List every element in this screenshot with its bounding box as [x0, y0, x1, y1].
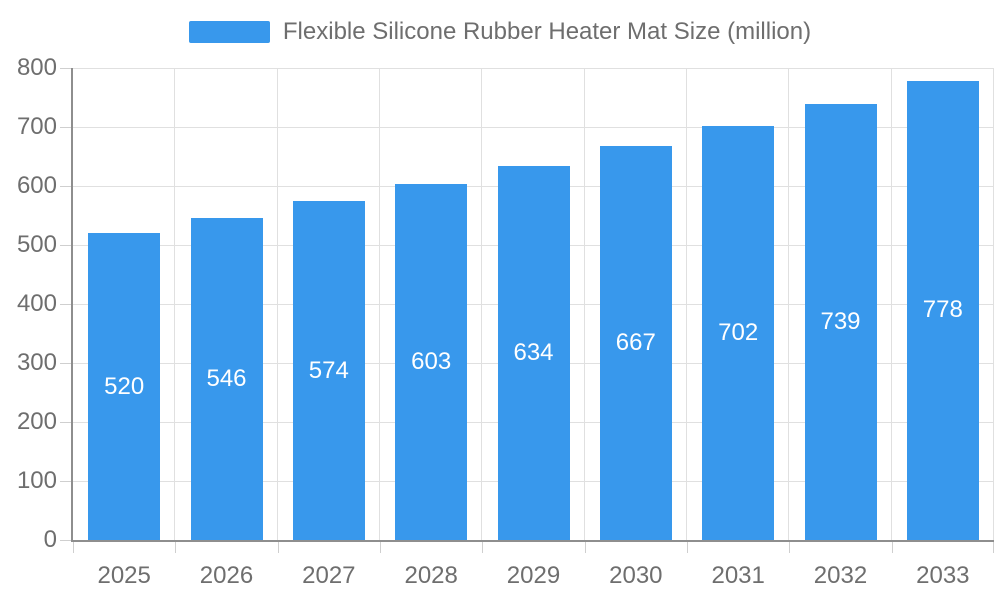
bar-value-label: 778: [922, 296, 963, 324]
x-tick: [482, 542, 484, 553]
y-tick: [60, 186, 72, 187]
bar-2030[interactable]: [599, 146, 672, 540]
bar-2031[interactable]: [702, 125, 775, 540]
y-axis-line: [71, 68, 73, 542]
y-axis-label: 300: [16, 349, 57, 376]
legend[interactable]: Flexible Silicone Rubber Heater Mat Size…: [0, 18, 1000, 46]
y-axis-label: 400: [16, 290, 57, 317]
y-tick: [60, 245, 72, 246]
plot-area: 520 546 574 603 634 667 702 739 778: [73, 68, 994, 540]
y-tick: [60, 422, 72, 423]
bar-2027[interactable]: [292, 201, 365, 540]
x-tick: [277, 542, 279, 553]
x-tick: [687, 542, 688, 553]
y-axis-label: 100: [16, 467, 57, 494]
x-axis-label: 2031: [711, 562, 765, 589]
x-axis-line: [71, 540, 994, 542]
x-tick: [73, 542, 74, 553]
grid-line-v: [481, 68, 483, 540]
x-axis-label: 2028: [404, 562, 458, 589]
y-tick: [60, 304, 72, 305]
bar-2028[interactable]: [395, 184, 468, 540]
x-axis-label: 2032: [813, 562, 868, 589]
grid-line-v: [788, 68, 790, 540]
x-tick: [380, 542, 381, 553]
bar-value-label: 702: [718, 318, 759, 346]
grid-line-v: [686, 68, 687, 540]
y-axis-label: 0: [43, 526, 57, 553]
x-axis-label: 2026: [199, 562, 254, 589]
grid-line-v: [890, 68, 892, 540]
legend-swatch: [188, 21, 270, 43]
x-tick: [584, 542, 586, 553]
x-axis-label: 2029: [506, 562, 561, 589]
bar-value-label: 574: [308, 356, 349, 384]
bar-2026[interactable]: [190, 217, 263, 540]
x-axis-label: 2025: [97, 562, 151, 589]
bar-2033[interactable]: [906, 80, 979, 540]
y-axis-label: 700: [16, 113, 57, 140]
bar-value-label: 603: [411, 348, 452, 376]
grid-line-v: [276, 68, 278, 540]
bar-value-label: 634: [513, 338, 554, 366]
bar-value-label: 739: [820, 307, 861, 335]
y-axis-label: 500: [16, 231, 57, 258]
legend-label: Flexible Silicone Rubber Heater Mat Size…: [282, 18, 812, 45]
grid-line-h: [73, 68, 994, 69]
y-axis-label: 200: [16, 408, 57, 435]
y-axis-label: 600: [16, 172, 57, 199]
grid-line-v: [993, 68, 994, 540]
x-axis-label: 2033: [916, 562, 970, 589]
grid-line-h: [73, 127, 994, 128]
bar-value-label: 546: [206, 364, 247, 392]
grid-line-v: [583, 68, 585, 540]
x-tick: [993, 542, 994, 553]
y-tick: [60, 363, 72, 364]
y-axis-label: 800: [16, 54, 57, 81]
grid-line-v: [379, 68, 380, 540]
bar-value-label: 520: [104, 372, 145, 400]
x-tick: [789, 542, 791, 553]
y-tick: [60, 540, 72, 541]
bar-value-label: 667: [615, 329, 656, 357]
x-tick: [175, 542, 177, 553]
y-tick: [60, 481, 72, 482]
bar-2029[interactable]: [497, 165, 570, 540]
x-tick: [891, 542, 893, 553]
grid-line-v: [174, 68, 176, 540]
x-axis-label: 2030: [609, 562, 663, 589]
bar-2032[interactable]: [804, 104, 877, 540]
bar-2025[interactable]: [88, 233, 161, 540]
y-tick: [60, 127, 72, 128]
x-axis-label: 2027: [302, 562, 356, 589]
y-tick: [60, 68, 72, 69]
